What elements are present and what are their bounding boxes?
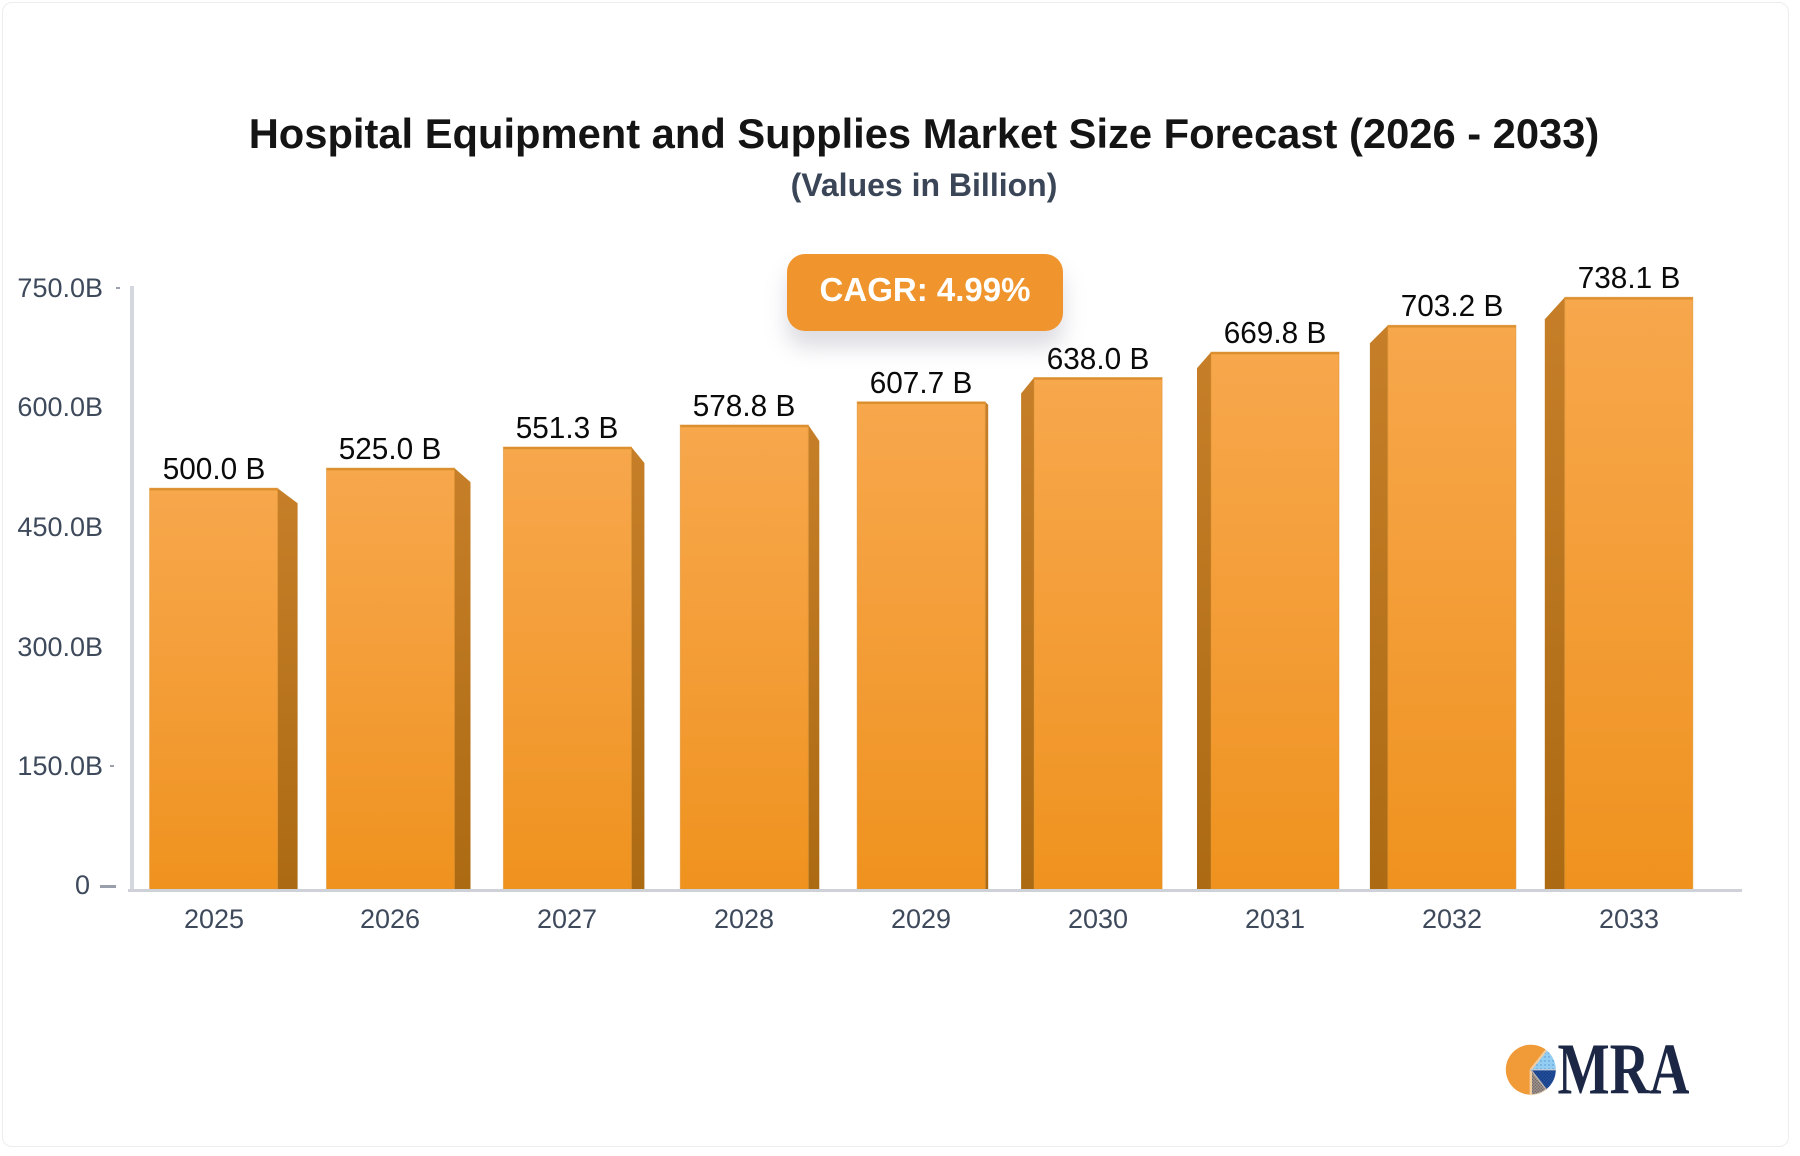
svg-text:MRA: MRA <box>1558 1029 1690 1110</box>
